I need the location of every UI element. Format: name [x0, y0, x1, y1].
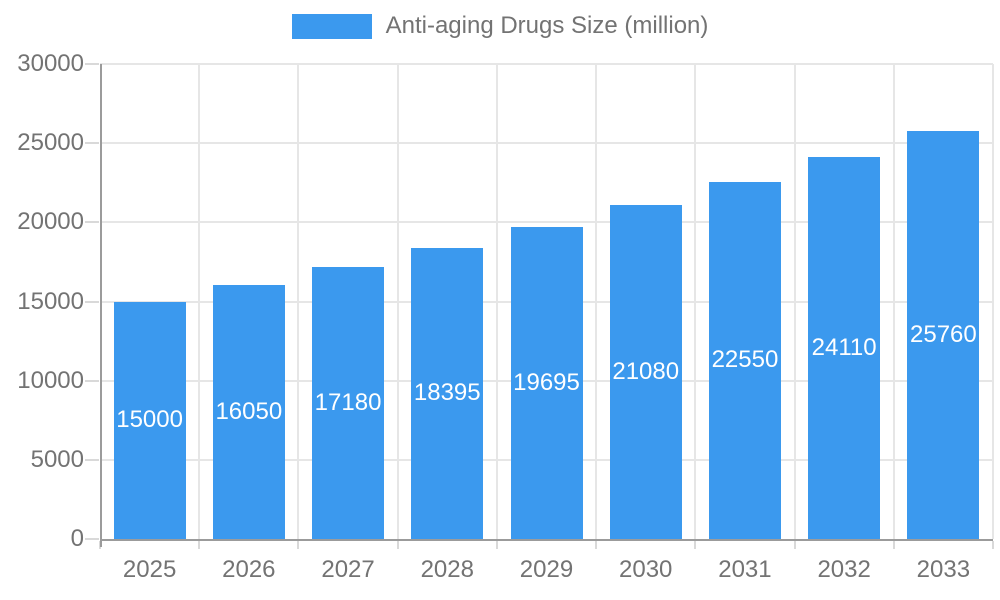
x-axis-label: 2029	[519, 556, 574, 583]
bar-value-label: 25760	[910, 321, 977, 349]
y-axis-label: 15000	[17, 287, 84, 315]
y-axis-tick	[85, 538, 99, 540]
bar-value-label: 15000	[116, 406, 183, 434]
bar[interactable]: 24110	[808, 157, 881, 539]
legend-label: Anti-aging Drugs Size (million)	[385, 12, 709, 39]
x-axis-tick	[297, 541, 300, 549]
y-axis-tick	[85, 221, 99, 224]
y-axis-tick	[85, 142, 99, 145]
x-axis-label: 2032	[817, 556, 871, 583]
bar-value-label: 22550	[711, 346, 779, 374]
bar-value-label: 16050	[215, 397, 283, 425]
x-gridline	[892, 64, 895, 539]
x-axis-tick	[892, 541, 895, 549]
y-axis-label: 10000	[17, 366, 84, 394]
bar-value-label: 19695	[513, 369, 580, 397]
bar[interactable]: 25760	[907, 131, 980, 539]
bar[interactable]: 17180	[312, 266, 385, 539]
bar[interactable]: 21080	[609, 205, 682, 539]
x-axis-label: 2027	[321, 556, 375, 583]
bar-value-label: 24110	[811, 334, 877, 362]
y-axis-label: 5000	[30, 445, 84, 473]
x-axis-tick	[198, 541, 201, 549]
y-axis-tick	[85, 379, 99, 382]
y-axis-tick	[85, 300, 99, 303]
x-axis-label: 2031	[718, 556, 772, 583]
x-axis-label: 2030	[619, 556, 673, 583]
x-gridline	[198, 64, 201, 539]
bar[interactable]: 22550	[708, 181, 781, 539]
bar-value-label: 21080	[612, 358, 680, 386]
y-gridline	[100, 142, 993, 145]
x-axis-tick	[992, 541, 994, 549]
y-axis-label: 30000	[17, 50, 84, 77]
bar[interactable]: 19695	[510, 227, 583, 539]
bar[interactable]: 18395	[411, 247, 484, 539]
plot-area: 15000 16050 17180 18395 19695 21080 22550 24110…	[100, 63, 994, 539]
x-axis-tick	[495, 541, 498, 549]
bar-value-label: 18395	[413, 379, 481, 407]
x-gridline	[297, 64, 300, 539]
bar-value-label: 17180	[314, 388, 382, 416]
x-gridline	[992, 64, 994, 539]
y-gridline	[100, 63, 993, 65]
y-gridline	[100, 221, 993, 224]
x-axis-label: 2028	[420, 556, 474, 583]
y-axis-label: 25000	[17, 129, 84, 157]
y-axis-tick	[85, 458, 99, 461]
x-axis-label: 2025	[122, 556, 177, 583]
x-axis-tick	[694, 541, 697, 549]
x-axis-label: 2033	[916, 556, 971, 583]
x-axis-line	[100, 539, 993, 541]
x-axis-label: 2026	[222, 556, 276, 583]
bar[interactable]: 15000	[113, 301, 186, 539]
y-axis-label: 0	[70, 525, 84, 552]
legend-swatch-icon	[291, 13, 372, 39]
x-gridline	[396, 64, 399, 539]
x-gridline	[595, 64, 598, 539]
legend-item[interactable]: Anti-aging Drugs Size (million)	[0, 12, 1000, 40]
x-gridline	[694, 64, 697, 539]
y-axis-label: 20000	[17, 208, 84, 236]
x-axis-tick	[595, 541, 598, 549]
x-axis-tick	[793, 541, 796, 549]
y-axis-line	[100, 64, 102, 547]
x-gridline	[793, 64, 796, 539]
y-axis-tick	[85, 63, 99, 65]
bar[interactable]: 16050	[212, 284, 285, 539]
x-axis-tick	[396, 541, 399, 549]
x-gridline	[495, 64, 498, 539]
